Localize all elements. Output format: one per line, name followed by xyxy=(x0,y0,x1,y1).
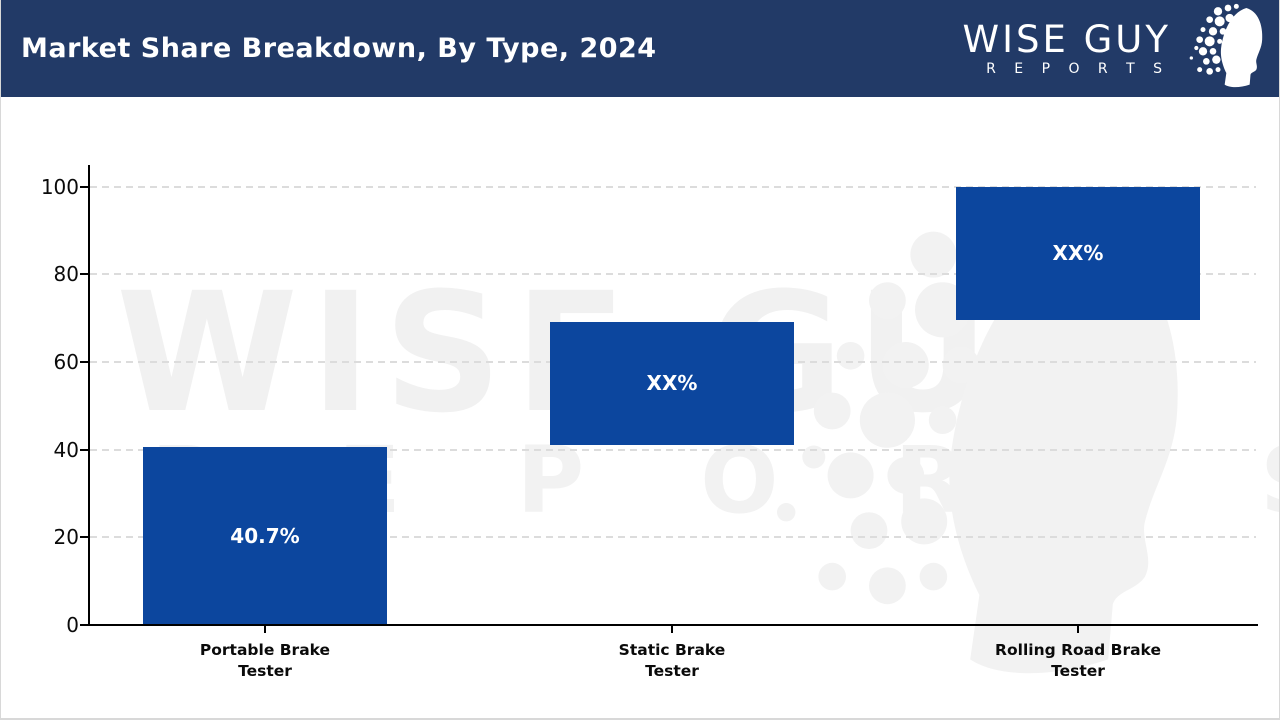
y-tick-label: 60 xyxy=(53,350,79,374)
y-tick-mark xyxy=(80,185,88,188)
x-tick-mark xyxy=(1077,626,1079,633)
gridline xyxy=(90,536,1256,539)
x-category-label-line: Static Brake xyxy=(618,641,726,659)
x-category-label: Static Brake Tester xyxy=(542,640,802,682)
x-category-label-line: Rolling Road Brake xyxy=(995,641,1161,659)
y-tick-mark xyxy=(80,273,88,276)
bar-value-label: XX% xyxy=(646,371,698,396)
logo-name-text: WISE GUY xyxy=(962,17,1171,61)
x-category-label: Portable Brake Tester xyxy=(135,640,395,682)
y-tick-label: 40 xyxy=(53,437,79,462)
bar: 40.7% xyxy=(143,446,387,625)
y-tick-label: 80 xyxy=(53,262,79,287)
y-tick-mark xyxy=(80,624,88,626)
x-category-label-line: Portable Brake xyxy=(199,641,331,659)
gridline xyxy=(90,185,1256,188)
bar-value-label: 40.7% xyxy=(230,523,300,548)
y-tick-mark xyxy=(80,361,88,363)
x-category-label: Rolling Road Brake Tester xyxy=(948,640,1208,682)
x-tick-mark xyxy=(264,626,266,633)
y-tick-mark xyxy=(80,448,88,451)
y-tick-label: 20 xyxy=(53,525,79,550)
x-tick-mark xyxy=(671,626,673,633)
x-category-label-line: Tester xyxy=(645,662,699,680)
gridline xyxy=(90,448,1256,451)
logo-face-dots-icon xyxy=(1189,3,1263,87)
y-tick-label: 0 xyxy=(66,613,79,637)
bar: XX% xyxy=(550,321,794,445)
wise-guy-reports-logo: WISE GUY R E P O R T S xyxy=(962,3,1279,93)
y-axis-line xyxy=(88,165,90,626)
logo-sub-text: R E P O R T S xyxy=(986,60,1169,77)
x-axis-line xyxy=(88,624,1258,626)
logo-text: WISE GUY R E P O R T S xyxy=(962,17,1171,78)
y-tick-mark xyxy=(80,536,88,539)
x-category-label-line: Tester xyxy=(1051,662,1105,680)
bar-value-label: XX% xyxy=(1052,241,1104,266)
bar: XX% xyxy=(956,186,1200,320)
y-tick-label: 100 xyxy=(40,174,79,199)
gridline xyxy=(90,273,1256,276)
header-bar: Market Share Breakdown, By Type, 2024 WI… xyxy=(1,0,1279,97)
x-category-label-line: Tester xyxy=(238,662,292,680)
page-title: Market Share Breakdown, By Type, 2024 xyxy=(21,33,657,64)
